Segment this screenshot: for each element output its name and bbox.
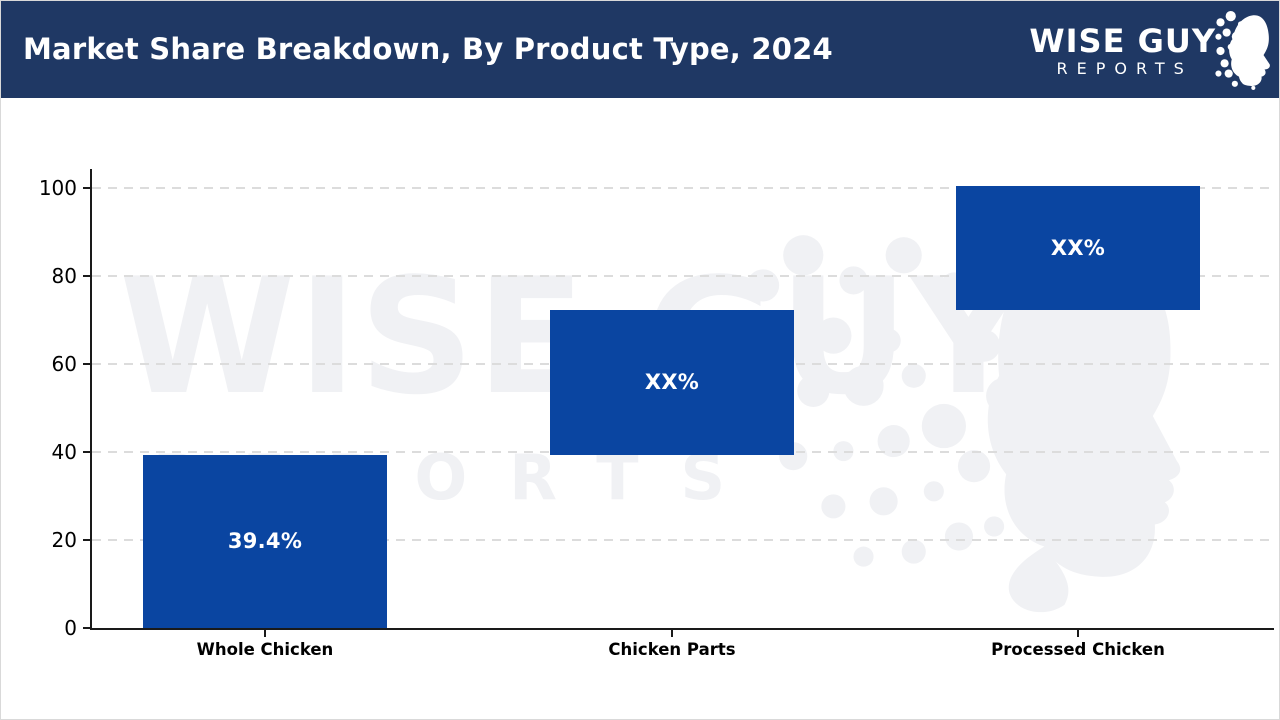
y-tick-label: 40 [51, 440, 77, 464]
gridline [92, 275, 1274, 277]
x-axis-line [90, 628, 1274, 630]
y-tick [83, 275, 90, 277]
y-tick-label: 20 [51, 528, 77, 552]
bar-whole-chicken: 39.4% [143, 454, 387, 628]
x-tick [1077, 630, 1079, 637]
y-tick [83, 187, 90, 189]
y-tick-label: 80 [51, 264, 77, 288]
y-tick-label: 100 [38, 176, 77, 200]
bar-value-label: XX% [1050, 236, 1106, 261]
x-tick [671, 630, 673, 637]
category-label: Processed Chicken [991, 640, 1165, 659]
gridline [92, 187, 1274, 189]
category-label: Chicken Parts [608, 640, 736, 659]
bar-processed-chicken: XX% [956, 186, 1200, 310]
y-tick [83, 627, 90, 629]
bar-value-label: 39.4% [227, 529, 303, 554]
y-tick [83, 363, 90, 365]
page-title: Market Share Breakdown, By Product Type,… [23, 31, 833, 66]
x-tick [264, 630, 266, 637]
brand-subtitle: REPORTS [1056, 58, 1193, 78]
y-tick-label: 0 [64, 616, 77, 640]
y-tick [83, 451, 90, 453]
y-tick [83, 539, 90, 541]
gridline [92, 539, 1274, 541]
brand-logo-text: WISE GUY REPORTS [1029, 25, 1216, 77]
y-axis-line [90, 169, 92, 630]
bar-chicken-parts: XX% [550, 309, 794, 455]
brand-name: WISE GUY [1029, 21, 1216, 60]
y-tick-label: 60 [51, 352, 77, 376]
bar-value-label: XX% [644, 370, 700, 395]
brand-logo: WISE GUY REPORTS [1029, 10, 1271, 92]
category-label: Whole Chicken [196, 640, 334, 659]
header-bar: Market Share Breakdown, By Product Type,… [1, 1, 1279, 98]
brand-head-icon [1215, 10, 1270, 90]
